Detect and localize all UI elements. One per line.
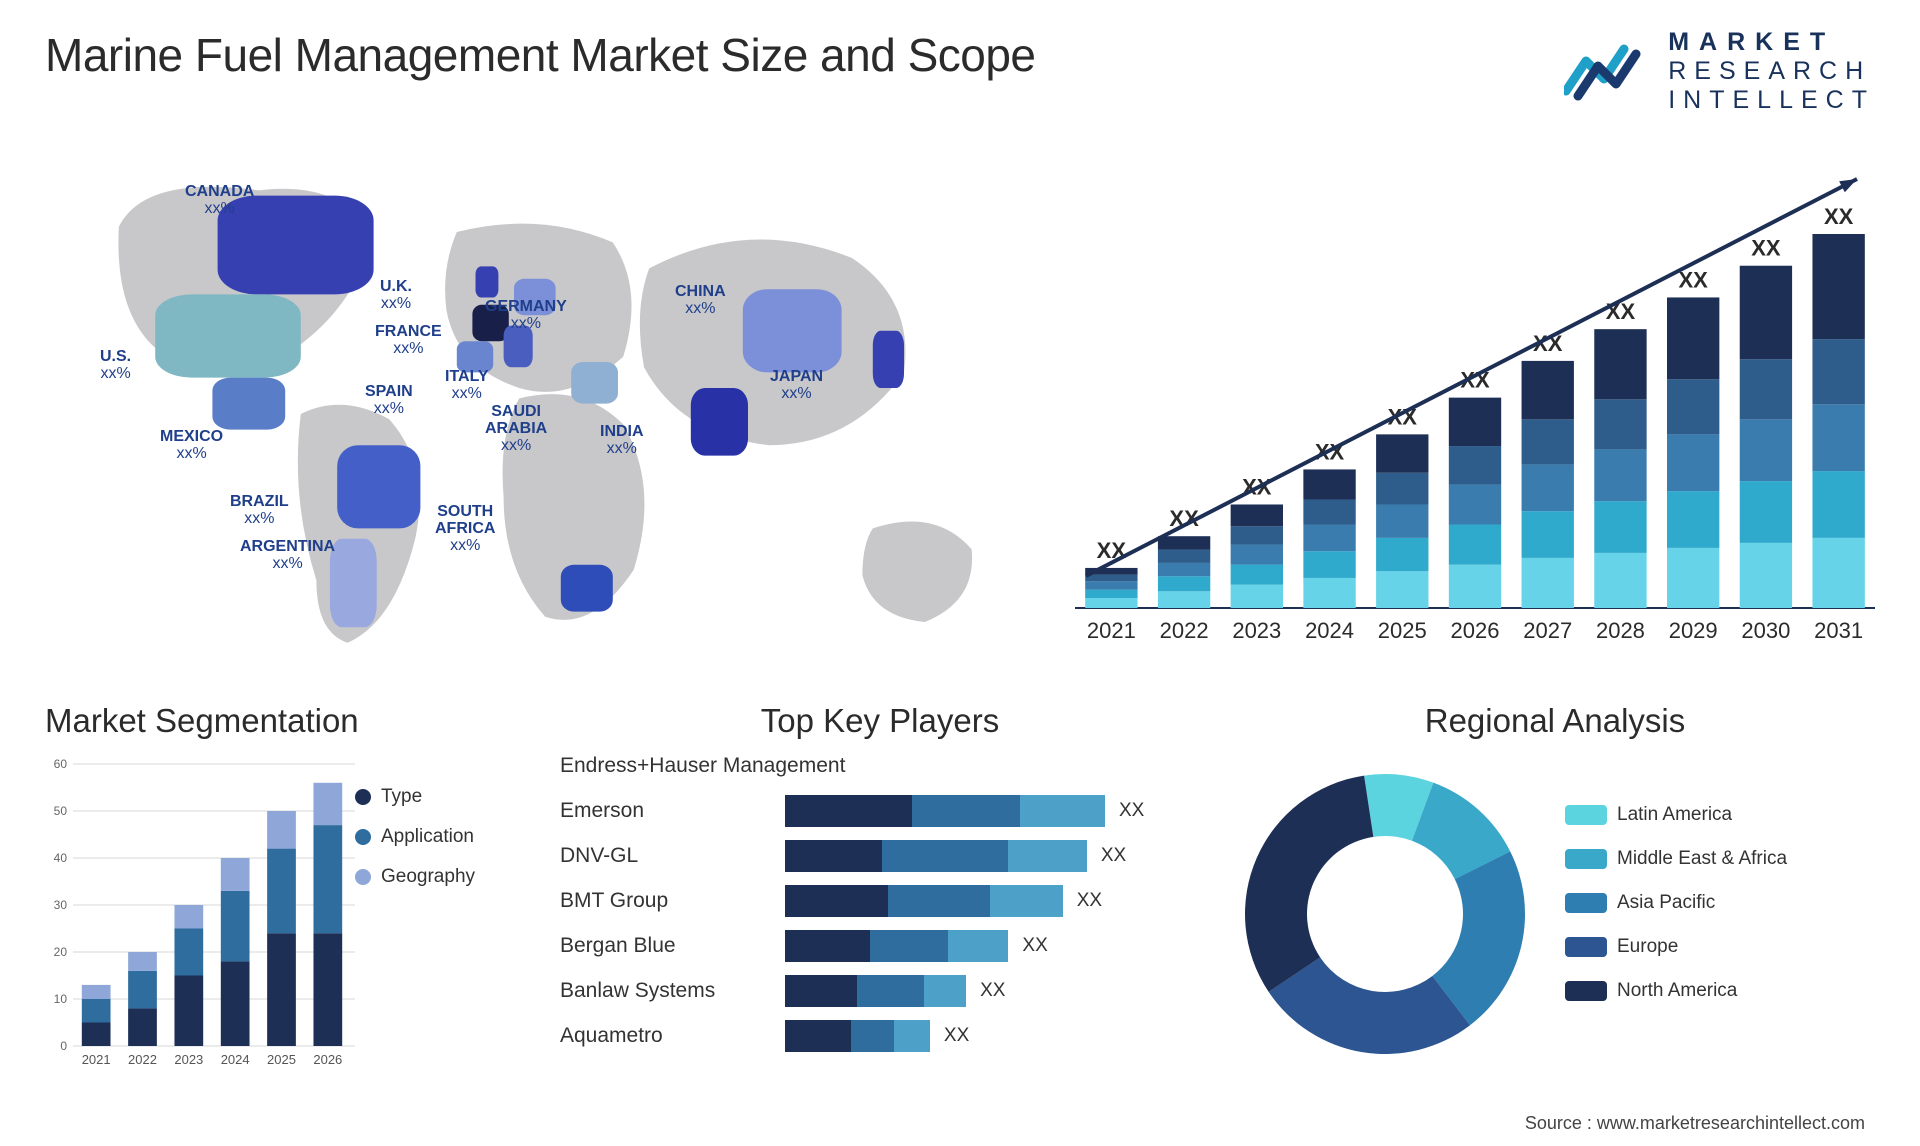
players-header: Endress+Hauser Management	[560, 754, 845, 778]
svg-text:2023: 2023	[1232, 618, 1281, 643]
regional-panel: Regional Analysis Latin America Middle Ea…	[1235, 702, 1875, 1082]
regional-legend: Latin America Middle East & Africa Asia Pa…	[1535, 804, 1875, 1024]
svg-text:2025: 2025	[1378, 618, 1427, 643]
map-label: SOUTHAFRICAxx%	[435, 504, 495, 554]
logo-line1: MARKET	[1668, 28, 1875, 57]
svg-text:60: 60	[54, 757, 68, 771]
legend-item: Geography	[355, 866, 525, 888]
map-label: SPAINxx%	[365, 384, 413, 418]
map-label: U.K.xx%	[380, 279, 412, 313]
svg-text:2025: 2025	[267, 1052, 296, 1067]
growth-chart: XX2021XX2022XX2023XX2024XX2025XX2026XX20…	[1075, 154, 1875, 674]
svg-text:2026: 2026	[313, 1052, 342, 1067]
svg-text:2021: 2021	[82, 1052, 111, 1067]
svg-text:10: 10	[54, 992, 68, 1006]
regional-donut	[1235, 764, 1535, 1064]
logo-line2: RESEARCH	[1668, 57, 1875, 86]
segmentation-title: Market Segmentation	[45, 702, 525, 740]
player-name: Aquametro	[560, 1024, 785, 1048]
segmentation-legend: Type Application Geography	[355, 746, 525, 1082]
player-row: Aquametro XX	[560, 1016, 1200, 1056]
svg-text:50: 50	[54, 804, 68, 818]
svg-text:2022: 2022	[1160, 618, 1209, 643]
svg-text:2027: 2027	[1523, 618, 1572, 643]
svg-text:XX: XX	[1751, 236, 1781, 261]
segmentation-chart: 0 10 20 30 40 50 60 2021 2022 2023 2024 2025 2026	[45, 746, 355, 1082]
map-label: ARGENTINAxx%	[240, 539, 335, 573]
player-name: BMT Group	[560, 889, 785, 913]
svg-text:2021: 2021	[1087, 618, 1136, 643]
svg-text:XX: XX	[1679, 268, 1709, 293]
legend-item: Europe	[1565, 936, 1875, 958]
players-title: Top Key Players	[560, 702, 1200, 740]
world-map-panel: CANADAxx% U.S.xx% MEXICOxx%BRAZILxx% ARGENT…	[45, 154, 1035, 674]
svg-text:2026: 2026	[1451, 618, 1500, 643]
player-row: Emerson XX	[560, 791, 1200, 831]
svg-text:2022: 2022	[128, 1052, 157, 1067]
map-label: ITALYxx%	[445, 369, 489, 403]
segmentation-panel: Market Segmentation 0 10 20 30 40 50 60 2021 202…	[45, 702, 525, 1082]
map-label: MEXICOxx%	[160, 429, 223, 463]
map-label: GERMANYxx%	[485, 299, 567, 333]
player-row: Bergan Blue XX	[560, 926, 1200, 966]
svg-text:30: 30	[54, 898, 68, 912]
player-value: XX	[1101, 845, 1126, 867]
player-value: XX	[980, 980, 1005, 1002]
player-value: XX	[1119, 800, 1144, 822]
svg-text:20: 20	[54, 945, 68, 959]
map-label: SAUDIARABIAxx%	[485, 404, 547, 454]
map-label: CANADAxx%	[185, 184, 254, 218]
svg-text:2030: 2030	[1741, 618, 1790, 643]
legend-item: Asia Pacific	[1565, 892, 1875, 914]
svg-text:2023: 2023	[174, 1052, 203, 1067]
svg-text:2028: 2028	[1596, 618, 1645, 643]
page-title: Marine Fuel Management Market Size and S…	[45, 28, 1036, 82]
map-label: JAPANxx%	[770, 369, 823, 403]
legend-item: North America	[1565, 980, 1875, 1002]
player-row: Banlaw Systems XX	[560, 971, 1200, 1011]
legend-item: Latin America	[1565, 804, 1875, 826]
svg-text:XX: XX	[1824, 204, 1854, 229]
map-label: BRAZILxx%	[230, 494, 289, 528]
player-name: DNV-GL	[560, 844, 785, 868]
svg-text:2031: 2031	[1814, 618, 1863, 643]
player-name: Bergan Blue	[560, 934, 785, 958]
svg-text:2024: 2024	[1305, 618, 1354, 643]
svg-text:40: 40	[54, 851, 68, 865]
map-label: CHINAxx%	[675, 284, 726, 318]
map-label: FRANCExx%	[375, 324, 442, 358]
player-value: XX	[1022, 935, 1047, 957]
player-name: Banlaw Systems	[560, 979, 785, 1003]
svg-text:2029: 2029	[1669, 618, 1718, 643]
player-name: Emerson	[560, 799, 785, 823]
player-row: BMT Group XX	[560, 881, 1200, 921]
source-attribution: Source : www.marketresearchintellect.com	[1525, 1113, 1865, 1134]
player-value: XX	[1077, 890, 1102, 912]
svg-text:0: 0	[60, 1039, 67, 1053]
legend-item: Middle East & Africa	[1565, 848, 1875, 870]
map-label: INDIAxx%	[600, 424, 644, 458]
player-value: XX	[944, 1025, 969, 1047]
map-label: U.S.xx%	[100, 349, 131, 383]
legend-item: Type	[355, 786, 525, 808]
player-row: DNV-GL XX	[560, 836, 1200, 876]
legend-item: Application	[355, 826, 525, 848]
brand-logo: MARKET RESEARCH INTELLECT	[1564, 28, 1875, 114]
regional-title: Regional Analysis	[1235, 702, 1875, 740]
logo-line3: INTELLECT	[1668, 86, 1875, 115]
svg-text:2024: 2024	[221, 1052, 250, 1067]
logo-icon	[1564, 41, 1654, 101]
players-panel: Top Key Players Endress+Hauser Managemen…	[560, 702, 1200, 1082]
